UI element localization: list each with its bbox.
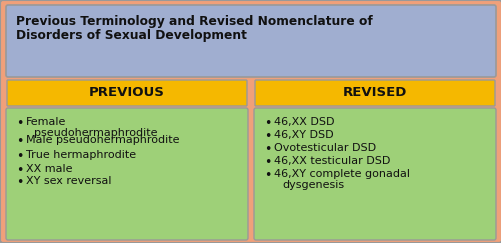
Text: 46,XX DSD: 46,XX DSD	[274, 117, 334, 127]
Text: Female: Female	[26, 117, 66, 127]
Text: True hermaphrodite: True hermaphrodite	[26, 150, 136, 160]
Text: XX male: XX male	[26, 164, 72, 174]
Text: REVISED: REVISED	[342, 87, 406, 99]
Text: 46,XY complete gonadal: 46,XY complete gonadal	[274, 169, 409, 179]
Text: •: •	[264, 156, 271, 169]
Text: pseudohermaphrodite: pseudohermaphrodite	[34, 128, 157, 138]
Text: •: •	[264, 130, 271, 143]
FancyBboxPatch shape	[6, 108, 247, 240]
FancyBboxPatch shape	[254, 108, 495, 240]
Text: •: •	[16, 117, 24, 130]
Text: 46,XX testicular DSD: 46,XX testicular DSD	[274, 156, 390, 166]
Text: •: •	[16, 135, 24, 148]
Text: •: •	[16, 150, 24, 163]
Text: 46,XY DSD: 46,XY DSD	[274, 130, 333, 140]
Text: •: •	[16, 164, 24, 177]
Text: PREVIOUS: PREVIOUS	[89, 87, 165, 99]
Text: Male pseudohermaphrodite: Male pseudohermaphrodite	[26, 135, 179, 145]
Text: Previous Terminology and Revised Nomenclature of: Previous Terminology and Revised Nomencl…	[16, 15, 372, 28]
Text: •: •	[264, 117, 271, 130]
FancyBboxPatch shape	[6, 5, 495, 77]
Text: dysgenesis: dysgenesis	[282, 180, 344, 190]
Text: XY sex reversal: XY sex reversal	[26, 176, 111, 186]
Text: •: •	[16, 176, 24, 189]
FancyBboxPatch shape	[7, 80, 246, 106]
Text: •: •	[264, 143, 271, 156]
Text: Disorders of Sexual Development: Disorders of Sexual Development	[16, 29, 246, 42]
Text: Ovotesticular DSD: Ovotesticular DSD	[274, 143, 375, 153]
FancyBboxPatch shape	[255, 80, 494, 106]
Text: •: •	[264, 169, 271, 182]
